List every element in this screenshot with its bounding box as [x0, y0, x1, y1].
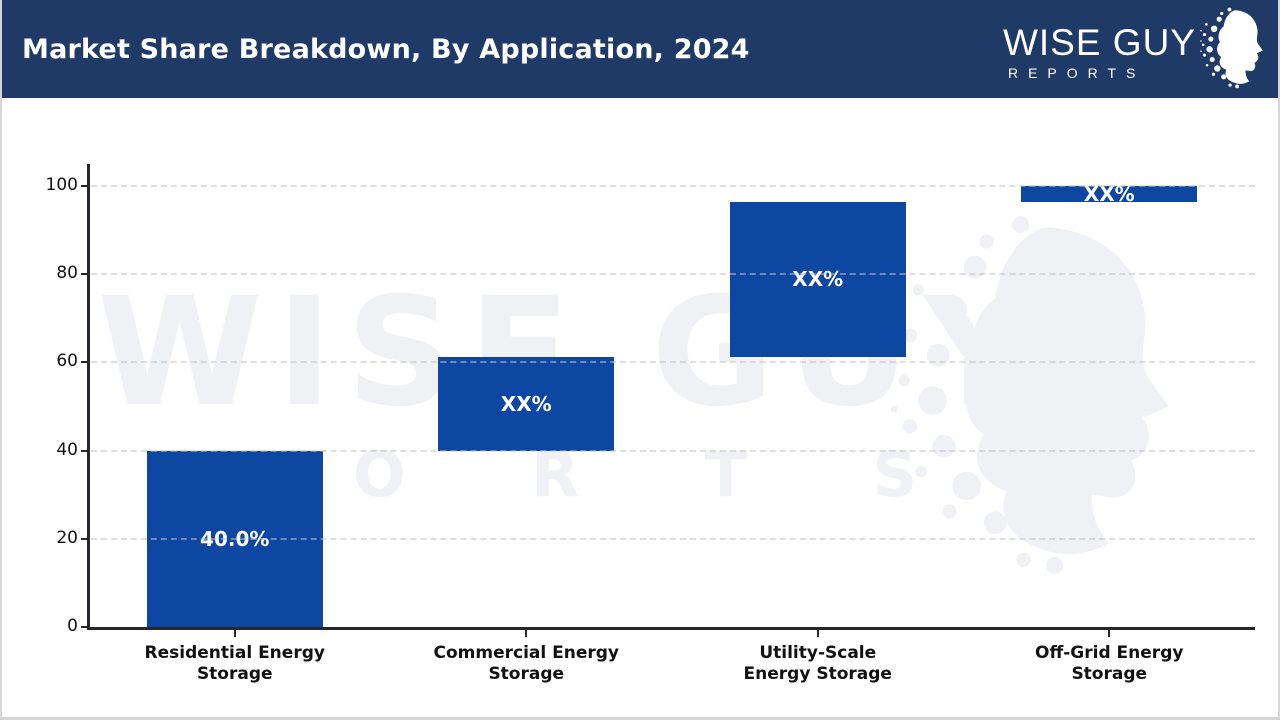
brand-face-icon [1200, 7, 1263, 89]
gridline [91, 273, 1255, 276]
y-tick-label: 100 [45, 175, 78, 195]
x-axis-tick [233, 630, 236, 637]
brand-subtitle: REPORTS [1007, 65, 1146, 81]
x-category-label: Utility-Scale Energy Storage [678, 643, 958, 685]
watermark-face-icon [890, 216, 1169, 574]
x-axis-line [87, 627, 1255, 630]
brand-logo: WISE GUY REPORTS [1003, 6, 1264, 90]
gridline [91, 449, 1255, 452]
x-category-label-line: Storage [1071, 664, 1148, 684]
x-category-label-line: Commercial Energy [433, 643, 620, 663]
page-title: Market Share Breakdown, By Application, … [22, 33, 750, 65]
x-category-label: Off-Grid Energy Storage [969, 643, 1249, 685]
y-tick-label: 0 [67, 616, 78, 636]
bar-value-label: XX% [792, 267, 844, 292]
y-tick-label: 20 [56, 527, 78, 548]
gridline [91, 361, 1255, 364]
y-axis-tick [81, 626, 89, 628]
bar: XX% [729, 202, 906, 357]
x-category-label-line: Energy Storage [743, 664, 892, 684]
x-axis-tick [816, 630, 819, 637]
brand-name: WISE GUY [1002, 22, 1196, 63]
x-category-label-line: Utility-Scale [759, 643, 877, 663]
gridline [91, 537, 1255, 540]
brand-logo-text: WISE GUY REPORTS [1003, 24, 1196, 81]
y-tick-label: 60 [56, 351, 78, 372]
bar: XX% [1021, 182, 1198, 206]
y-axis-line [87, 164, 90, 630]
chart-canvas: WISE GUY P O R T S 0 20 40 60 80 100 40.0% Resi… [2, 98, 1278, 717]
y-axis-tick [81, 185, 89, 187]
bar-value-label: XX% [500, 391, 552, 416]
y-axis-tick [81, 273, 89, 276]
gridline [91, 185, 1255, 187]
bar: XX% [438, 356, 615, 451]
x-axis-tick [525, 630, 528, 637]
x-category-label: Commercial Energy Storage [386, 643, 666, 685]
y-tick-label: 40 [56, 439, 78, 460]
header-banner: Market Share Breakdown, By Application, … [2, 0, 1278, 98]
x-category-label-line: Residential Energy [144, 643, 325, 663]
x-category-label: Residential Energy Storage [95, 643, 375, 685]
x-category-label-line: Storage [196, 664, 273, 684]
y-axis-tick [81, 449, 89, 452]
x-category-label-line: Off-Grid Energy [1035, 643, 1184, 663]
x-category-label-line: Storage [488, 664, 565, 684]
x-axis-tick [1108, 630, 1111, 637]
y-tick-label: 80 [56, 263, 78, 284]
y-axis-tick [81, 537, 89, 540]
y-axis-tick [81, 361, 89, 364]
